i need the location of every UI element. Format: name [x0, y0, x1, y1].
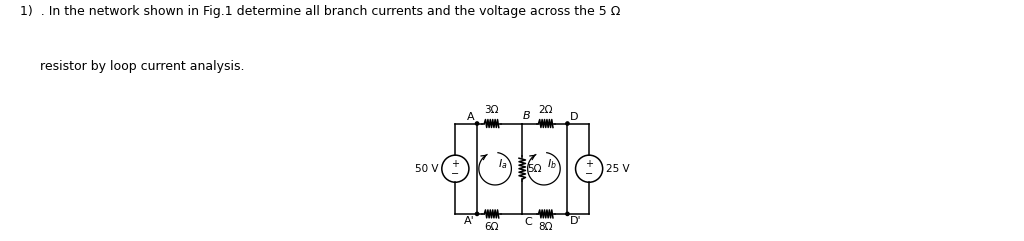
- Circle shape: [475, 212, 478, 215]
- Text: +: +: [452, 159, 460, 168]
- Text: +: +: [585, 159, 593, 168]
- Text: $I_a$: $I_a$: [498, 157, 507, 171]
- Text: 1)  . In the network shown in Fig.1 determine all branch currents and the voltag: 1) . In the network shown in Fig.1 deter…: [20, 6, 621, 18]
- Text: C: C: [524, 217, 531, 227]
- Text: B: B: [523, 111, 530, 121]
- Circle shape: [475, 122, 478, 125]
- Text: A': A': [464, 216, 474, 226]
- Text: 50 V: 50 V: [415, 164, 438, 174]
- Circle shape: [566, 212, 569, 215]
- Text: −: −: [585, 169, 593, 179]
- Text: D: D: [570, 112, 579, 122]
- Text: 6Ω: 6Ω: [484, 222, 499, 232]
- Text: 2Ω: 2Ω: [539, 105, 553, 115]
- Text: −: −: [452, 169, 460, 179]
- Text: 5Ω: 5Ω: [526, 164, 542, 174]
- Text: resistor by loop current analysis.: resistor by loop current analysis.: [20, 60, 245, 73]
- Text: A: A: [467, 112, 474, 122]
- Text: 25 V: 25 V: [606, 164, 630, 174]
- Text: $I_b$: $I_b$: [547, 157, 556, 171]
- Circle shape: [566, 122, 569, 125]
- Text: 3Ω: 3Ω: [484, 105, 499, 115]
- Text: 8Ω: 8Ω: [539, 222, 553, 232]
- Text: D': D': [570, 216, 582, 226]
